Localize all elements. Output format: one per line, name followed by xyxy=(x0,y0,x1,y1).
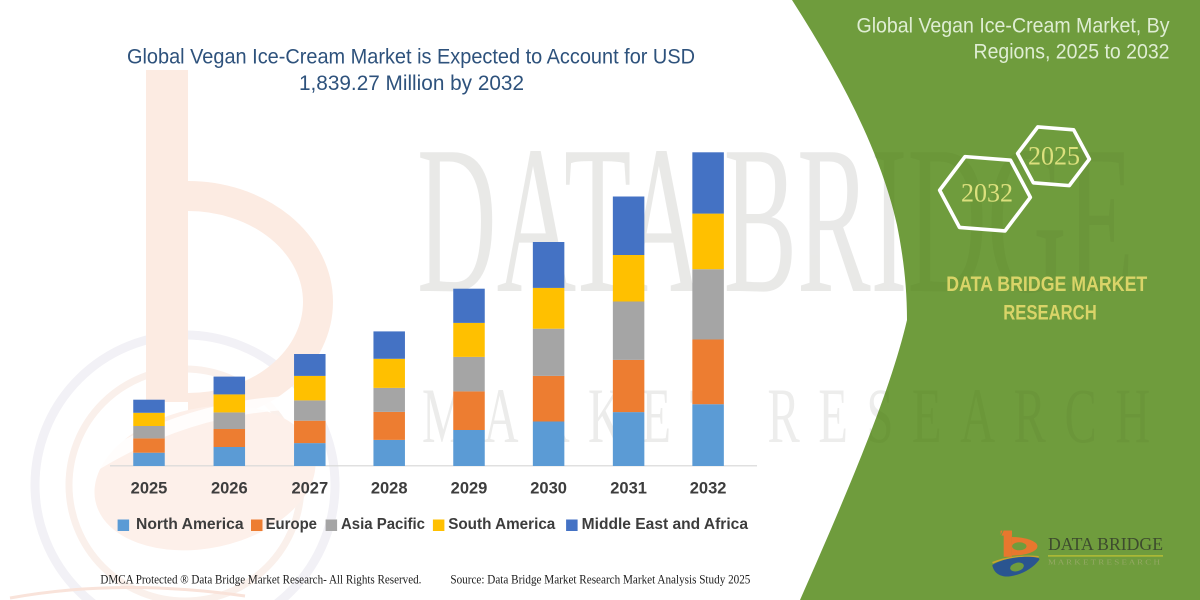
svg-text:RESEARCH: RESEARCH xyxy=(1003,300,1097,324)
svg-text:MARKET RESEARCH: MARKET RESEARCH xyxy=(422,373,1169,460)
svg-text:North America: North America xyxy=(136,516,244,533)
svg-text:Europe: Europe xyxy=(266,516,318,533)
svg-text:2029: 2029 xyxy=(451,479,488,497)
svg-text:2026: 2026 xyxy=(211,479,248,497)
svg-text:2028: 2028 xyxy=(371,479,408,497)
svg-text:2027: 2027 xyxy=(291,479,328,497)
svg-text:Global Vegan Ice-Cream Market,: Global Vegan Ice-Cream Market, By xyxy=(857,15,1170,38)
svg-text:Middle East and Africa: Middle East and Africa xyxy=(582,516,749,533)
svg-text:Source: Data Bridge Market Res: Source: Data Bridge Market Research Mark… xyxy=(450,573,750,587)
svg-text:Global Vegan Ice-Cream Market: Global Vegan Ice-Cream Market is Expecte… xyxy=(127,46,695,69)
svg-text:DATA BRIDGE: DATA BRIDGE xyxy=(1048,534,1163,554)
svg-text:DMCA Protected ® Data Bridge M: DMCA Protected ® Data Bridge Market Rese… xyxy=(100,573,421,587)
svg-text:2030: 2030 xyxy=(530,479,567,497)
svg-text:2032: 2032 xyxy=(690,479,727,497)
svg-text:DATA BRIDGE: DATA BRIDGE xyxy=(417,102,1134,338)
svg-text:Asia Pacific: Asia Pacific xyxy=(341,516,425,533)
svg-text:2032: 2032 xyxy=(961,179,1013,208)
svg-text:2025: 2025 xyxy=(1028,142,1080,171)
svg-text:2025: 2025 xyxy=(131,479,168,497)
svg-text:1,839.27 Million by 2032: 1,839.27 Million by 2032 xyxy=(299,72,524,95)
svg-text:South America: South America xyxy=(448,516,555,533)
svg-text:Regions, 2025 to 2032: Regions, 2025 to 2032 xyxy=(974,40,1170,63)
svg-text:2031: 2031 xyxy=(610,479,647,497)
svg-text:M A R K E T R E S E A R C H: M A R K E T R E S E A R C H xyxy=(1048,558,1161,567)
svg-text:DATA BRIDGE MARKET: DATA BRIDGE MARKET xyxy=(946,272,1147,296)
